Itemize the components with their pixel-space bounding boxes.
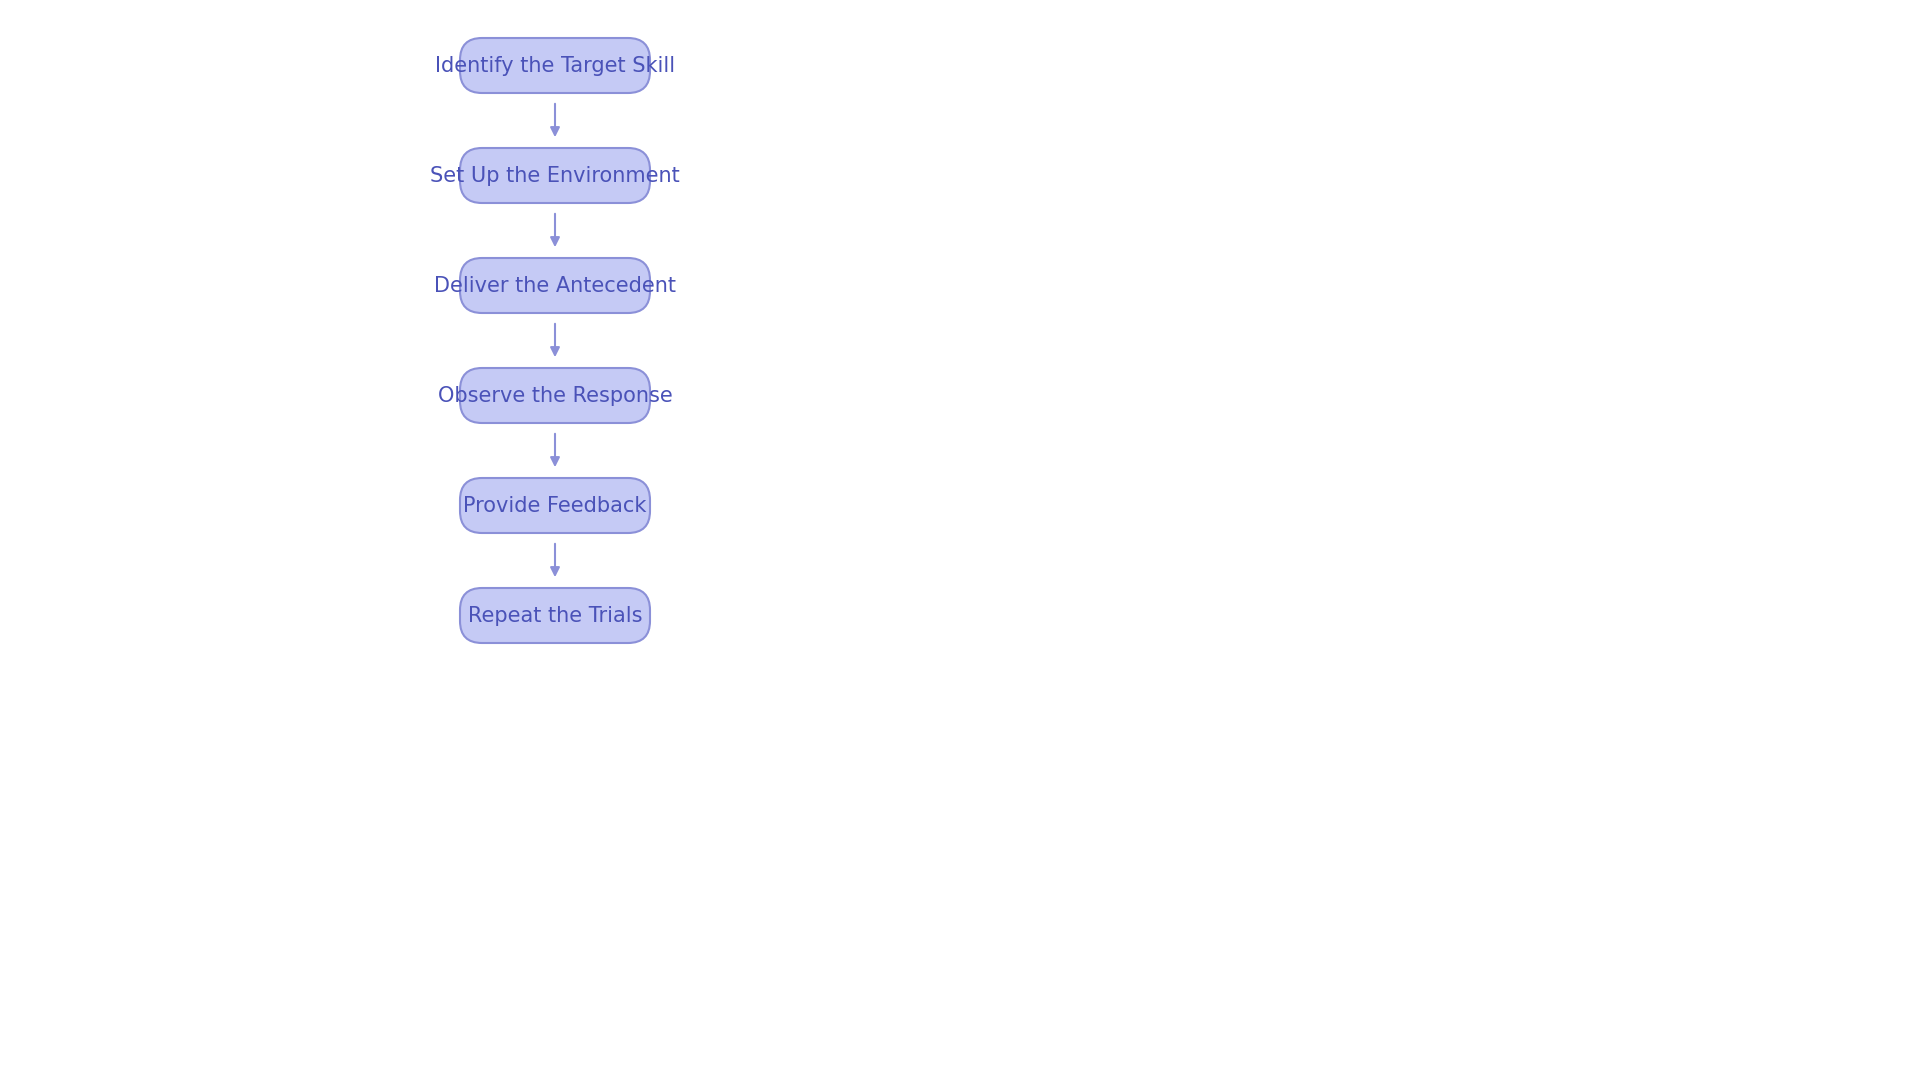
Text: Provide Feedback: Provide Feedback xyxy=(463,496,647,516)
FancyBboxPatch shape xyxy=(461,258,651,313)
FancyBboxPatch shape xyxy=(461,478,651,533)
FancyBboxPatch shape xyxy=(461,368,651,423)
FancyBboxPatch shape xyxy=(461,38,651,93)
Text: Set Up the Environment: Set Up the Environment xyxy=(430,166,680,185)
FancyBboxPatch shape xyxy=(461,588,651,643)
Text: Identify the Target Skill: Identify the Target Skill xyxy=(436,55,676,76)
Text: Repeat the Trials: Repeat the Trials xyxy=(468,605,643,626)
Text: Deliver the Antecedent: Deliver the Antecedent xyxy=(434,275,676,296)
Text: Observe the Response: Observe the Response xyxy=(438,386,672,405)
FancyBboxPatch shape xyxy=(461,148,651,203)
